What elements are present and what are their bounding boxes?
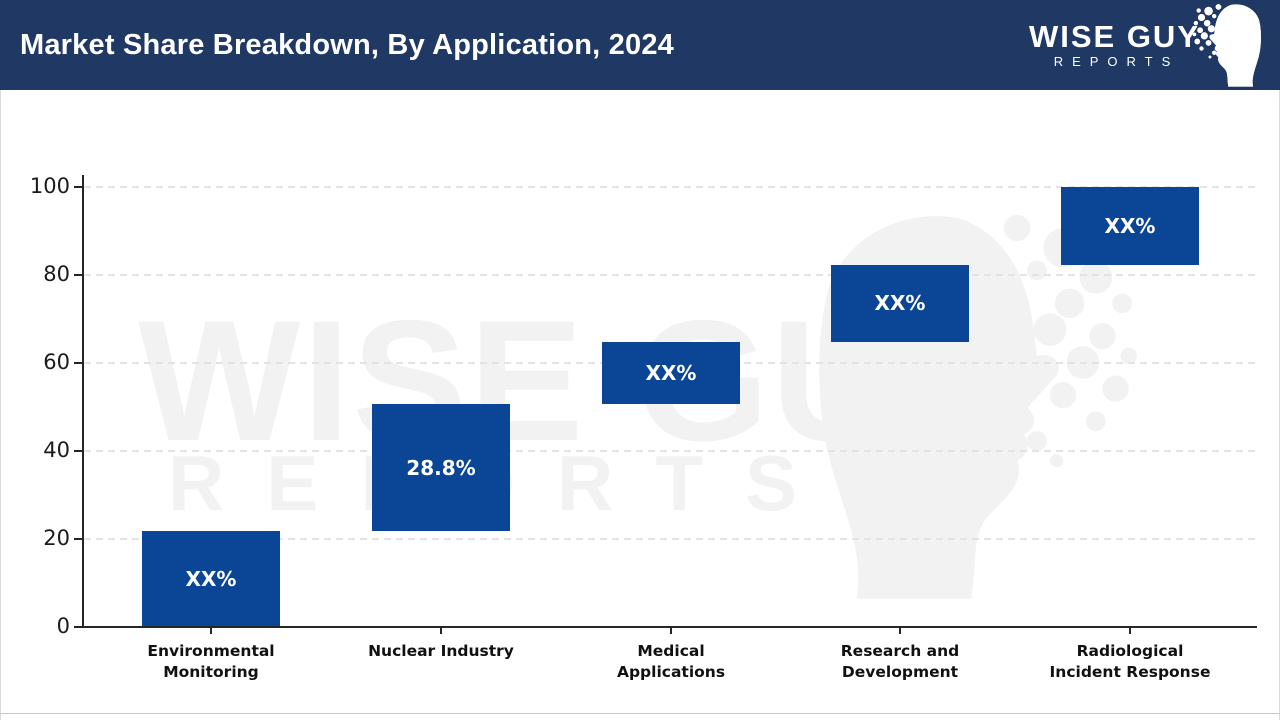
category-label-line: Incident Response bbox=[1049, 663, 1211, 681]
y-tick-80 bbox=[74, 274, 82, 276]
category-label-3: Medical Applications bbox=[556, 641, 786, 683]
gridline-40 bbox=[84, 450, 1256, 452]
x-tick-5 bbox=[1129, 627, 1131, 634]
y-tick-label-40: 40 bbox=[43, 438, 70, 462]
page-title: Market Share Breakdown, By Application, … bbox=[20, 28, 674, 61]
y-tick-60 bbox=[74, 362, 82, 364]
bar-segment-4: XX% bbox=[831, 264, 969, 342]
category-label-line: Medical bbox=[637, 642, 705, 660]
bar-value-label: XX% bbox=[185, 567, 237, 592]
header-bar: Market Share Breakdown, By Application, … bbox=[0, 0, 1280, 90]
y-tick-label-20: 20 bbox=[43, 526, 70, 550]
bar-segment-2: 28.8% bbox=[372, 404, 510, 532]
x-axis-line bbox=[82, 626, 1257, 628]
bar-segment-5: XX% bbox=[1061, 187, 1199, 265]
x-tick-3 bbox=[670, 627, 672, 634]
gridline-80 bbox=[84, 274, 1256, 276]
x-tick-4 bbox=[899, 627, 901, 634]
category-label-line: Development bbox=[841, 663, 959, 681]
category-label-line: Environmental bbox=[147, 642, 275, 660]
category-label-line: Nuclear Industry bbox=[368, 642, 514, 660]
category-label-2: Nuclear Industry bbox=[326, 641, 556, 662]
bar-value-label: XX% bbox=[1104, 213, 1156, 238]
y-tick-label-60: 60 bbox=[43, 350, 70, 374]
category-label-line: Applications bbox=[616, 663, 726, 681]
bar-value-label: 28.8% bbox=[406, 455, 476, 480]
frame-edge-left bbox=[0, 90, 1, 720]
bar-value-label: XX% bbox=[645, 361, 697, 386]
category-label-4: Research and Development bbox=[785, 641, 1015, 683]
gridline-20 bbox=[84, 538, 1256, 540]
y-tick-0 bbox=[74, 626, 82, 628]
brand-logo-text: WISE GUY REPORTS bbox=[1029, 21, 1200, 70]
category-label-line: Radiological bbox=[1076, 642, 1184, 660]
brand-subtitle: REPORTS bbox=[1053, 53, 1180, 69]
y-axis-line bbox=[82, 175, 84, 628]
x-tick-2 bbox=[440, 627, 442, 634]
brand-face-icon bbox=[1192, 4, 1262, 87]
bar-segment-3: XX% bbox=[602, 341, 740, 405]
category-label-1: Environmental Monitoring bbox=[96, 641, 326, 683]
category-label-line: Research and bbox=[840, 642, 960, 660]
category-label-line: Monitoring bbox=[163, 663, 259, 681]
y-tick-label-0: 0 bbox=[56, 614, 70, 638]
y-tick-100 bbox=[74, 186, 82, 188]
brand-name: WISE GUY bbox=[1028, 18, 1200, 54]
y-tick-20 bbox=[74, 538, 82, 540]
x-tick-1 bbox=[210, 627, 212, 634]
brand-logo: WISE GUY REPORTS bbox=[1029, 0, 1272, 90]
bar-segment-1: XX% bbox=[142, 531, 280, 627]
category-label-5: Radiological Incident Response bbox=[1015, 641, 1245, 683]
gridline-100 bbox=[84, 186, 1256, 188]
y-tick-label-100: 100 bbox=[29, 174, 70, 198]
bar-value-label: XX% bbox=[874, 291, 926, 316]
y-tick-label-80: 80 bbox=[43, 262, 70, 286]
frame-edge-bottom bbox=[0, 713, 1280, 714]
y-tick-40 bbox=[74, 450, 82, 452]
